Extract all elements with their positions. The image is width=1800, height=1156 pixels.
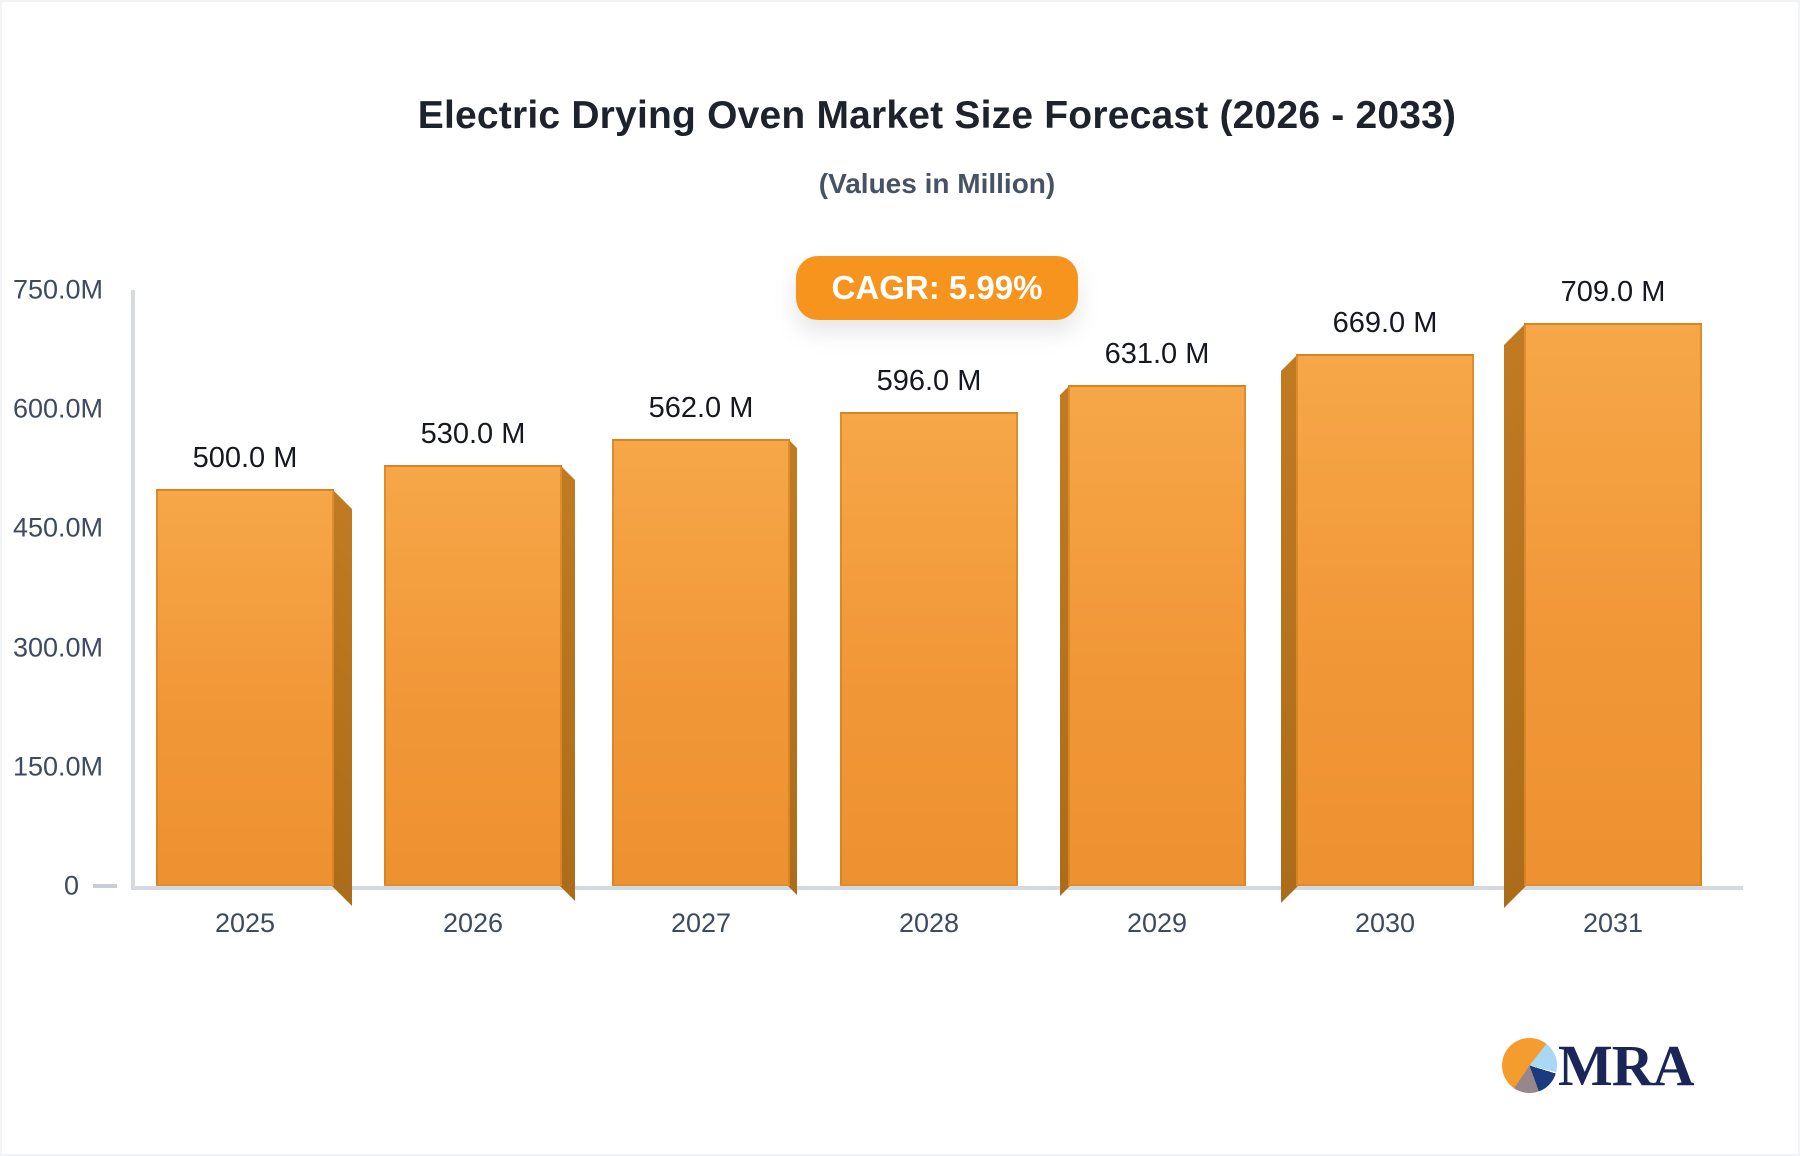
logo-text: MRA bbox=[1558, 1033, 1695, 1098]
bar-2031[interactable] bbox=[1524, 322, 1702, 886]
bar-group-2028: 596.0 M 2028 bbox=[815, 290, 1043, 938]
brand-logo: MRA bbox=[1502, 1033, 1695, 1098]
bar-3d-side bbox=[332, 488, 352, 906]
page-subtitle: (Values in Million) bbox=[818, 168, 1056, 199]
bar-3d-side bbox=[1504, 322, 1526, 908]
x-axis-label-2026: 2026 bbox=[442, 908, 504, 938]
bar-value-label: 709.0 M bbox=[1560, 275, 1666, 308]
bar-group-2026: 530.0 M 2026 bbox=[359, 290, 587, 938]
cagr-badge: CAGR: 5.99% bbox=[795, 256, 1079, 320]
bar-2029[interactable] bbox=[1068, 384, 1246, 886]
y-axis-tick-label: 600.0M bbox=[12, 393, 103, 424]
page-title: Electric Drying Oven Market Size Forecas… bbox=[417, 94, 1457, 137]
bar-value-label: 562.0 M bbox=[648, 392, 754, 425]
y-axis-line bbox=[131, 290, 135, 886]
bar-group-2027: 562.0 M 2027 bbox=[587, 290, 815, 938]
x-axis-label-2027: 2027 bbox=[670, 908, 732, 938]
bar-2026[interactable] bbox=[384, 464, 562, 886]
bars-container: 500.0 M 2025 530.0 M 2026 562.0 M 2027 596.0 M… bbox=[131, 276, 1727, 938]
bar-2027[interactable] bbox=[612, 439, 790, 886]
y-axis-tick-label: 150.0M bbox=[12, 751, 103, 782]
x-axis-label-2025: 2025 bbox=[214, 908, 276, 938]
zero-tick-mark bbox=[93, 884, 117, 888]
bar-value-label: 530.0 M bbox=[420, 417, 526, 450]
y-axis-tick-label: 450.0M bbox=[12, 512, 103, 543]
y-axis-tick-label: 750.0M bbox=[12, 274, 103, 305]
bar-2025[interactable] bbox=[156, 488, 334, 886]
bar-group-2025: 500.0 M 2025 bbox=[131, 290, 359, 938]
x-axis-label-2030: 2030 bbox=[1354, 908, 1416, 938]
bar-value-label: 500.0 M bbox=[192, 441, 298, 474]
x-axis-label-2028: 2028 bbox=[898, 908, 960, 938]
bar-value-label: 596.0 M bbox=[876, 365, 982, 398]
pie-chart-icon bbox=[1502, 1038, 1557, 1093]
y-axis-tick-label: 300.0M bbox=[12, 632, 103, 663]
x-axis-line bbox=[131, 886, 1743, 890]
bar-group-2031: 709.0 M 2031 bbox=[1499, 276, 1727, 938]
bar-3d-side bbox=[560, 464, 575, 901]
bar-group-2030: 669.0 M 2030 bbox=[1271, 290, 1499, 938]
y-axis-tick-label: 0 bbox=[63, 870, 79, 901]
bar-value-label: 669.0 M bbox=[1332, 307, 1438, 340]
bar-group-2029: 631.0 M 2029 bbox=[1043, 290, 1271, 938]
bar-value-label: 631.0 M bbox=[1104, 337, 1210, 370]
cagr-badge-row: CAGR: 5.99% bbox=[130, 256, 1744, 320]
bar-2028[interactable] bbox=[840, 412, 1018, 886]
plot-area: 500.0 M 2025 530.0 M 2026 562.0 M 2027 596.0 M… bbox=[13, 275, 1743, 938]
x-axis-label-2031: 2031 bbox=[1582, 908, 1644, 938]
bar-2030[interactable] bbox=[1296, 354, 1474, 886]
x-axis-label-2029: 2029 bbox=[1126, 908, 1188, 938]
